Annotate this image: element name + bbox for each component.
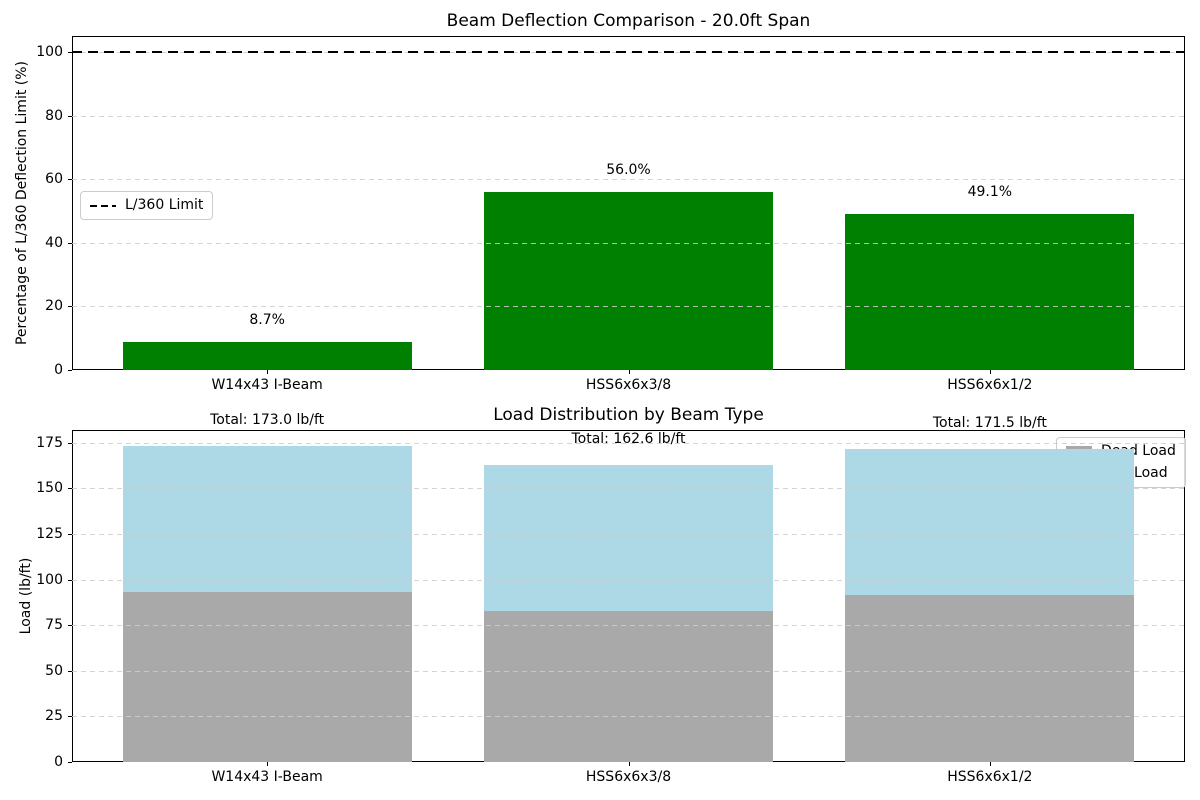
x-tick-label: W14x43 I-Beam [211,377,323,393]
total-label: Total: 162.6 lb/ft [571,431,686,448]
load-chart-title: Load Distribution by Beam Type [493,405,764,425]
y-tickmark [68,625,72,627]
gridline [72,306,1185,308]
y-tickmark [68,716,72,718]
y-tick-label: 0 [54,754,63,770]
y-tickmark [68,670,72,672]
y-tickmark [68,51,72,53]
stacked-bar-segment-dead-load [483,611,774,762]
stacked-bar-segment-live-load [845,449,1135,596]
bar-value-label: 49.1% [967,183,1013,200]
stacked-bar-segment-dead-load [845,595,1135,762]
gridline [72,242,1185,244]
y-tick-label: 25 [45,708,63,725]
bar-value-label: 56.0% [606,161,651,178]
total-label: Total: 171.5 lb/ft [932,415,1047,432]
gridline [72,488,1185,490]
deflection-chart-legend: L/360 Limit [80,191,214,220]
x-tickmark [267,370,269,374]
y-tick-label: 80 [45,107,63,124]
x-tickmark [989,762,991,766]
y-tick-label: 50 [45,662,63,679]
y-tickmark [68,579,72,581]
x-tick-label: HSS6x6x1/2 [947,769,1033,785]
y-tick-label: 100 [36,571,63,588]
y-tickmark [68,488,72,490]
y-tickmark [68,179,72,181]
deflection-chart-title: Beam Deflection Comparison - 20.0ft Span [446,11,811,31]
y-tick-label: 125 [36,525,63,542]
bar [122,342,412,370]
y-tick-label: 150 [36,480,63,497]
l360-limit-line [72,50,1185,53]
legend-entry-l-360-limit: L/360 Limit [90,197,203,214]
y-tick-label: 40 [45,234,63,251]
y-tick-label: 60 [45,171,63,188]
x-tickmark [628,370,630,374]
x-tick-label: HSS6x6x1/2 [947,377,1033,393]
y-tick-label: 0 [54,362,63,378]
gridline [72,670,1185,672]
stacked-bar-segment-dead-load [122,592,412,762]
x-tick-label: HSS6x6x3/8 [585,769,672,785]
gridline [72,625,1185,627]
stacked-bar-segment-live-load [122,446,412,593]
gridline [72,579,1185,581]
bar [845,213,1135,370]
y-tick-label: 75 [45,617,63,634]
legend-label: L/360 Limit [125,197,204,213]
gridline [72,115,1185,117]
y-tickmark [68,762,72,763]
y-tickmark [68,242,72,244]
total-label: Total: 173.0 lb/ft [210,412,325,429]
y-tickmark [68,115,72,117]
gridline [72,716,1185,718]
y-tick-label: 100 [36,43,63,60]
x-tick-label: W14x43 I-Beam [211,769,323,785]
x-tick-label: HSS6x6x3/8 [585,377,672,393]
l-360-limit-swatch-icon [90,204,116,207]
y-tick-label: 20 [45,298,63,315]
gridline [72,533,1185,535]
stacked-bar-segment-live-load [483,465,774,612]
y-tickmark [68,442,72,444]
bar [483,191,774,370]
y-tickmark [68,533,72,535]
x-tickmark [989,370,991,374]
gridline [72,442,1185,444]
gridline [72,179,1185,181]
y-tick-label: 175 [36,434,63,451]
bar-value-label: 8.7% [249,312,285,329]
y-tickmark [68,306,72,308]
x-tickmark [267,762,269,766]
x-tickmark [628,762,630,766]
y-tickmark [68,370,72,371]
